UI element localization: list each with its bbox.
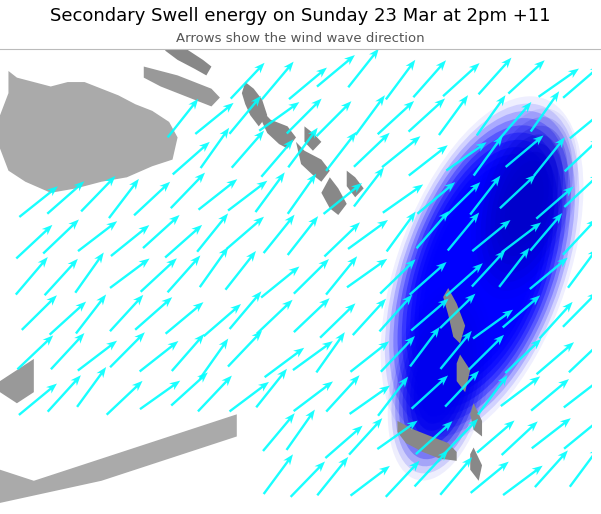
Polygon shape — [0, 71, 177, 193]
Ellipse shape — [436, 191, 528, 350]
Ellipse shape — [481, 126, 568, 282]
Ellipse shape — [461, 234, 503, 307]
Ellipse shape — [432, 367, 447, 395]
Ellipse shape — [495, 152, 554, 256]
Ellipse shape — [440, 198, 524, 343]
Ellipse shape — [403, 310, 477, 452]
Polygon shape — [443, 288, 465, 343]
Ellipse shape — [432, 183, 532, 357]
Ellipse shape — [448, 212, 516, 328]
Ellipse shape — [490, 143, 558, 265]
Ellipse shape — [395, 296, 484, 466]
Ellipse shape — [406, 140, 558, 401]
Polygon shape — [0, 359, 34, 403]
Ellipse shape — [453, 219, 511, 321]
Ellipse shape — [421, 345, 459, 417]
Ellipse shape — [469, 249, 495, 292]
Ellipse shape — [385, 103, 579, 437]
Ellipse shape — [500, 160, 549, 247]
Ellipse shape — [388, 282, 492, 481]
Ellipse shape — [436, 374, 444, 388]
Ellipse shape — [418, 339, 462, 424]
Ellipse shape — [510, 178, 539, 230]
Polygon shape — [470, 403, 482, 436]
Ellipse shape — [413, 332, 466, 431]
Polygon shape — [160, 38, 212, 76]
Ellipse shape — [465, 242, 499, 299]
Ellipse shape — [399, 303, 481, 459]
Ellipse shape — [423, 169, 541, 372]
Polygon shape — [144, 66, 220, 106]
Ellipse shape — [486, 134, 563, 273]
Ellipse shape — [393, 118, 571, 423]
Ellipse shape — [457, 227, 507, 314]
Ellipse shape — [425, 353, 454, 410]
Polygon shape — [262, 111, 296, 149]
Text: Secondary Swell energy on Sunday 23 Mar at 2pm +11: Secondary Swell energy on Sunday 23 Mar … — [50, 7, 551, 25]
Ellipse shape — [380, 96, 584, 445]
Ellipse shape — [429, 360, 451, 402]
Ellipse shape — [389, 111, 575, 430]
Polygon shape — [0, 414, 237, 503]
Polygon shape — [322, 177, 347, 215]
Text: Arrows show the wind wave direction: Arrows show the wind wave direction — [176, 31, 425, 45]
Ellipse shape — [444, 205, 520, 336]
Polygon shape — [305, 126, 322, 151]
Ellipse shape — [410, 324, 469, 438]
Ellipse shape — [519, 195, 529, 213]
Polygon shape — [397, 421, 457, 461]
Polygon shape — [296, 142, 330, 182]
Ellipse shape — [514, 187, 534, 221]
Ellipse shape — [397, 125, 567, 415]
Ellipse shape — [471, 108, 578, 300]
Ellipse shape — [427, 176, 537, 364]
Polygon shape — [470, 448, 482, 481]
Polygon shape — [457, 355, 470, 392]
Ellipse shape — [401, 133, 563, 408]
Ellipse shape — [415, 154, 550, 387]
Ellipse shape — [406, 317, 473, 445]
Ellipse shape — [391, 289, 488, 473]
Ellipse shape — [478, 263, 486, 278]
Ellipse shape — [474, 256, 490, 285]
Polygon shape — [242, 82, 267, 126]
Ellipse shape — [505, 169, 544, 238]
Ellipse shape — [419, 161, 546, 379]
Ellipse shape — [476, 117, 573, 291]
Polygon shape — [347, 171, 364, 197]
Ellipse shape — [410, 147, 554, 394]
